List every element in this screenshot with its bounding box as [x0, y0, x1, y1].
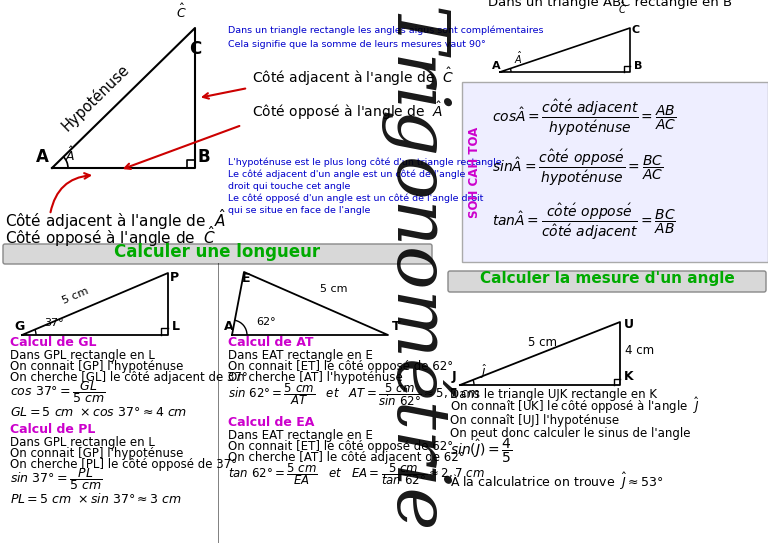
Text: $\hat{C}$: $\hat{C}$ — [618, 0, 627, 16]
Text: $cos\ 37° = \dfrac{GL}{5\ cm}$: $cos\ 37° = \dfrac{GL}{5\ cm}$ — [10, 380, 106, 405]
Bar — [462, 82, 768, 262]
Text: K: K — [624, 370, 634, 383]
Text: C: C — [189, 40, 201, 58]
Text: Cela signifie que la somme de leurs mesures vaut 90°: Cela signifie que la somme de leurs mesu… — [228, 40, 485, 49]
Text: Dans GPL rectangle en L: Dans GPL rectangle en L — [10, 436, 155, 449]
Text: Calcul de EA: Calcul de EA — [228, 416, 314, 429]
Text: On cherche [PL] le côté opposé de 37°: On cherche [PL] le côté opposé de 37° — [10, 458, 237, 471]
Text: P: P — [170, 271, 179, 284]
Text: Le côté adjacent d'un angle est un côté de l'angle: Le côté adjacent d'un angle est un côté … — [228, 169, 465, 179]
Text: Calcul de GL: Calcul de GL — [10, 336, 97, 349]
Text: On connaît [UK] le côté opposé à l'angle  $\hat{J}$: On connaît [UK] le côté opposé à l'angle… — [450, 395, 700, 416]
Text: On connait [GP] l'hypoténuse: On connait [GP] l'hypoténuse — [10, 447, 184, 460]
Text: E: E — [242, 272, 250, 285]
Text: Dans le triangle UJK rectangle en K: Dans le triangle UJK rectangle en K — [450, 388, 657, 401]
Text: L'hypoténuse est le plus long côté d'un triangle rectangle: L'hypoténuse est le plus long côté d'un … — [228, 157, 502, 167]
Text: On cherche [AT] l'hypoténuse: On cherche [AT] l'hypoténuse — [228, 371, 402, 384]
Text: Hypoténuse: Hypoténuse — [58, 61, 133, 135]
Text: On connait [ET] le côté opposé de 62°: On connait [ET] le côté opposé de 62° — [228, 440, 453, 453]
FancyBboxPatch shape — [448, 271, 766, 292]
Text: Côté adjacent à l'angle de  $\hat{A}$: Côté adjacent à l'angle de $\hat{A}$ — [5, 207, 226, 232]
Text: Côté opposé à l'angle de  $\hat{C}$: Côté opposé à l'angle de $\hat{C}$ — [5, 224, 217, 249]
Text: Dans un triangle ABC rectangle en B: Dans un triangle ABC rectangle en B — [488, 0, 732, 9]
Text: Trigonométrie: Trigonométrie — [378, 7, 452, 533]
Text: $sin(\hat{J}) = \dfrac{4}{5}$: $sin(\hat{J}) = \dfrac{4}{5}$ — [450, 437, 513, 465]
Text: A: A — [492, 61, 501, 71]
Text: On connait [ET] le côté opposé de 62°: On connait [ET] le côté opposé de 62° — [228, 360, 453, 373]
Text: $\hat{J}$: $\hat{J}$ — [480, 363, 487, 381]
Text: Calculer la mesure d'un angle: Calculer la mesure d'un angle — [480, 272, 734, 287]
Text: On connait [GP] l'hypoténuse: On connait [GP] l'hypoténuse — [10, 360, 184, 373]
Text: On cherche [AT] le côté adjacent de 62°: On cherche [AT] le côté adjacent de 62° — [228, 451, 465, 464]
Text: B: B — [634, 61, 642, 71]
Text: Côté adjacent à l'angle de  $\hat{C}$: Côté adjacent à l'angle de $\hat{C}$ — [252, 66, 455, 88]
Text: B: B — [197, 148, 210, 166]
Text: Calculer une longueur: Calculer une longueur — [114, 243, 320, 261]
FancyBboxPatch shape — [3, 244, 432, 264]
Text: $\hat{A}$: $\hat{A}$ — [514, 50, 522, 66]
Text: Calcul de AT: Calcul de AT — [228, 336, 313, 349]
Text: $sin\hat{A} = \dfrac{c\hat{o}t\acute{e}\ oppos\acute{e}}{hypot\acute{e}nuse} = \: $sin\hat{A} = \dfrac{c\hat{o}t\acute{e}\… — [492, 148, 664, 188]
Text: J: J — [452, 370, 457, 383]
Text: Dans un triangle rectangle les angles aigus sont complémentaires: Dans un triangle rectangle les angles ai… — [228, 26, 544, 35]
Text: On connaît [UJ] l'hypoténuse: On connaît [UJ] l'hypoténuse — [450, 414, 619, 427]
Text: On peut donc calculer le sinus de l'angle: On peut donc calculer le sinus de l'angl… — [450, 427, 690, 440]
Text: Le côté opposé d'un angle est un côté de l'angle droit: Le côté opposé d'un angle est un côté de… — [228, 193, 483, 203]
Text: A: A — [35, 148, 48, 166]
Text: SOH CAH TOA: SOH CAH TOA — [468, 127, 481, 218]
Text: qui se situe en face de l'angle: qui se situe en face de l'angle — [228, 206, 370, 215]
Text: Côté opposé à l'angle de  $\hat{A}$: Côté opposé à l'angle de $\hat{A}$ — [252, 100, 443, 122]
Text: G: G — [14, 320, 25, 333]
Text: Dans EAT rectangle en E: Dans EAT rectangle en E — [228, 349, 373, 362]
Text: À la calculatrice on trouve  $\hat{J} \approx 53°$: À la calculatrice on trouve $\hat{J} \ap… — [450, 471, 664, 492]
Text: 5 cm: 5 cm — [528, 336, 557, 349]
Text: On cherche [GL] le côté adjacent de 37°: On cherche [GL] le côté adjacent de 37° — [10, 371, 248, 384]
Text: $cos\hat{A} = \dfrac{c\hat{o}t\acute{e}\ adjacent}{hypot\acute{e}nuse} = \dfrac{: $cos\hat{A} = \dfrac{c\hat{o}t\acute{e}\… — [492, 98, 677, 138]
Text: L: L — [172, 320, 180, 333]
Text: $tan\ 62° = \dfrac{5\ cm}{EA}$   et   $EA = \dfrac{5\ cm}{tan\ 62°} \approx 2,7\: $tan\ 62° = \dfrac{5\ cm}{EA}$ et $EA = … — [228, 462, 485, 487]
Text: T: T — [392, 320, 401, 333]
Text: 4 cm: 4 cm — [625, 344, 654, 357]
Text: $\hat{C}$: $\hat{C}$ — [176, 3, 187, 21]
Text: Calcul de PL: Calcul de PL — [10, 423, 95, 436]
Text: $sin\ 37° = \dfrac{PL}{5\ cm}$: $sin\ 37° = \dfrac{PL}{5\ cm}$ — [10, 466, 102, 493]
Text: C: C — [632, 25, 640, 35]
Text: 5 cm: 5 cm — [320, 284, 347, 294]
Text: Dans GPL rectangle en L: Dans GPL rectangle en L — [10, 349, 155, 362]
Text: U: U — [624, 318, 634, 331]
Text: 37°: 37° — [44, 318, 64, 328]
Text: Dans EAT rectangle en E: Dans EAT rectangle en E — [228, 429, 373, 442]
Text: $sin\ 62° = \dfrac{5\ cm}{AT}$   et   $AT = \dfrac{5\ cm}{sin\ 62°} \approx 5,7\: $sin\ 62° = \dfrac{5\ cm}{AT}$ et $AT = … — [228, 382, 480, 408]
Text: $tan\hat{A} = \dfrac{c\hat{o}t\acute{e}\ oppos\acute{e}}{c\hat{o}t\acute{e}\ adj: $tan\hat{A} = \dfrac{c\hat{o}t\acute{e}\… — [492, 201, 676, 242]
Text: 5 cm: 5 cm — [61, 286, 90, 306]
Text: 62°: 62° — [256, 317, 276, 327]
Text: A: A — [224, 320, 233, 333]
Text: droit qui touche cet angle: droit qui touche cet angle — [228, 182, 350, 191]
Text: $GL = 5\ cm\ \times cos\ 37° \approx 4\ cm$: $GL = 5\ cm\ \times cos\ 37° \approx 4\ … — [10, 406, 187, 419]
Text: $\hat{A}$: $\hat{A}$ — [65, 146, 75, 164]
Text: $PL = 5\ cm\ \times sin\ 37° \approx 3\ cm$: $PL = 5\ cm\ \times sin\ 37° \approx 3\ … — [10, 492, 182, 506]
